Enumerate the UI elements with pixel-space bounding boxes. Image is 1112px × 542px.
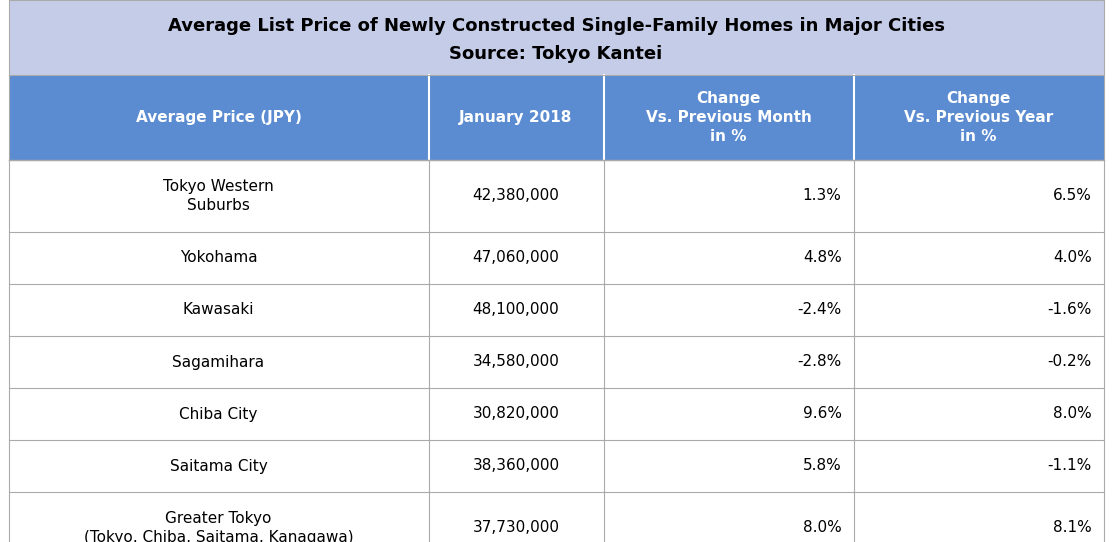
Bar (9, 492, 1103, 542)
Text: 5.8%: 5.8% (803, 459, 842, 474)
Text: -1.6%: -1.6% (1048, 302, 1092, 318)
Bar (9, 284, 1103, 336)
Text: Yokohama: Yokohama (180, 250, 257, 266)
Bar (9, 75, 1103, 160)
Text: 48,100,000: 48,100,000 (473, 302, 559, 318)
Text: -2.4%: -2.4% (797, 302, 842, 318)
Text: 8.1%: 8.1% (1053, 520, 1092, 535)
Text: Average Price (JPY): Average Price (JPY) (136, 110, 301, 125)
Text: 47,060,000: 47,060,000 (473, 250, 559, 266)
Text: 30,820,000: 30,820,000 (473, 406, 559, 422)
Text: Change
Vs. Previous Month
in %: Change Vs. Previous Month in % (646, 92, 812, 144)
Bar (9, 440, 1103, 492)
Text: Saitama City: Saitama City (170, 459, 267, 474)
Text: 4.0%: 4.0% (1053, 250, 1092, 266)
Bar (9, 388, 1103, 440)
Text: Sagamihara: Sagamihara (172, 354, 265, 370)
Text: 8.0%: 8.0% (1053, 406, 1092, 422)
Text: January 2018: January 2018 (459, 110, 573, 125)
Text: 1.3%: 1.3% (803, 189, 842, 203)
Text: Tokyo Western
Suburbs: Tokyo Western Suburbs (163, 179, 274, 213)
Bar (9, 0, 1103, 75)
Text: -2.8%: -2.8% (797, 354, 842, 370)
Text: -0.2%: -0.2% (1048, 354, 1092, 370)
Text: Chiba City: Chiba City (179, 406, 258, 422)
Text: Kawasaki: Kawasaki (182, 302, 255, 318)
Text: 37,730,000: 37,730,000 (473, 520, 559, 535)
Text: -1.1%: -1.1% (1048, 459, 1092, 474)
Text: Average List Price of Newly Constructed Single-Family Homes in Major Cities: Average List Price of Newly Constructed … (168, 17, 944, 35)
Text: 9.6%: 9.6% (803, 406, 842, 422)
Text: 4.8%: 4.8% (803, 250, 842, 266)
Bar (9, 160, 1103, 232)
Text: Greater Tokyo
(Tokyo, Chiba, Saitama, Kanagawa): Greater Tokyo (Tokyo, Chiba, Saitama, Ka… (83, 511, 354, 542)
Bar (9, 336, 1103, 388)
Text: Source: Tokyo Kantei: Source: Tokyo Kantei (449, 45, 663, 63)
Text: 42,380,000: 42,380,000 (473, 189, 559, 203)
Text: Change
Vs. Previous Year
in %: Change Vs. Previous Year in % (904, 92, 1053, 144)
Text: 38,360,000: 38,360,000 (473, 459, 559, 474)
Bar (9, 232, 1103, 284)
Text: 8.0%: 8.0% (803, 520, 842, 535)
Text: 6.5%: 6.5% (1053, 189, 1092, 203)
Text: 34,580,000: 34,580,000 (473, 354, 559, 370)
